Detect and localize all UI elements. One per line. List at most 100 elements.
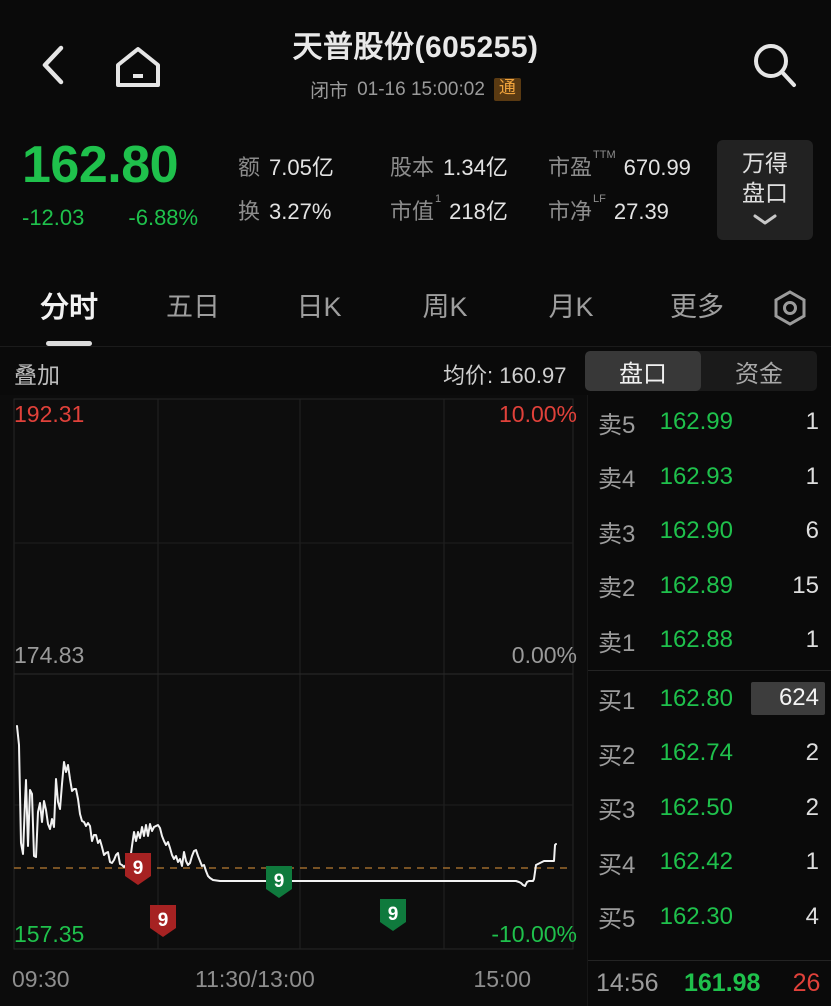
ask3-price: 162.90 xyxy=(659,517,733,545)
quote-timestamp: 01-16 15:00:02 xyxy=(357,78,485,100)
stat-turnover: 换 3.27% xyxy=(238,194,390,226)
chart-period-tabs: 分时 五日 日K 周K 月K 更多 xyxy=(0,263,831,347)
ask4-qty: 1 xyxy=(805,462,819,490)
tab-monthk[interactable]: 月K xyxy=(508,285,634,324)
order-book-divider xyxy=(588,669,831,671)
stat-pe-value: 670.99 xyxy=(623,155,691,180)
tab-fenshi-label: 分时 xyxy=(39,291,98,324)
table-row[interactable]: 卖1 162.88 1 xyxy=(588,613,831,668)
back-button[interactable] xyxy=(30,42,76,88)
wande-panel-button[interactable]: 万得 盘口 xyxy=(717,140,813,240)
toggle-orderbook-label: 盘口 xyxy=(619,360,667,388)
table-row[interactable]: 卖4 162.93 1 xyxy=(588,450,831,505)
table-row[interactable]: 买5 162.30 4 xyxy=(588,890,831,945)
last-tick-price: 161.98 xyxy=(684,969,761,997)
stat-pe-sup: TTM xyxy=(593,148,616,161)
ask2-price: 162.89 xyxy=(659,571,733,599)
market-status-text: 闭市 xyxy=(310,81,349,102)
panel-toggle-group: 盘口 资金 xyxy=(585,351,817,391)
price-change-pct: -6.88% xyxy=(128,204,199,230)
bid3-price: 162.50 xyxy=(659,793,733,821)
tab-dayk[interactable]: 日K xyxy=(256,285,382,324)
ask4-label: 卖4 xyxy=(598,466,636,494)
stat-shares: 股本 1.34亿 xyxy=(390,150,548,182)
toggle-orderbook[interactable]: 盘口 xyxy=(585,351,701,391)
app-header: 天普股份(605255) 闭市 01-16 15:00:02 通 xyxy=(0,0,831,130)
toggle-capital[interactable]: 资金 xyxy=(701,351,817,391)
ask2-label: 卖2 xyxy=(598,575,636,603)
stat-pe-key: 市盈 xyxy=(548,155,593,180)
bid5-qty: 4 xyxy=(805,902,819,930)
bid2-label: 买2 xyxy=(598,742,636,770)
tab-weekk-label: 周K xyxy=(422,292,468,322)
tab-fenshi[interactable]: 分时 xyxy=(8,284,130,326)
stat-amount: 额 7.05亿 xyxy=(238,150,390,182)
last-tick-volume: 26 xyxy=(792,969,821,997)
stat-pb: 市净LF 27.39 xyxy=(548,193,708,226)
page-title: 天普股份(605255) xyxy=(292,31,539,64)
last-price: 162.80 xyxy=(22,136,179,194)
stat-marketcap-key: 市值 xyxy=(390,199,435,224)
stat-marketcap: 市值1 218亿 xyxy=(390,192,548,226)
tab-wuri[interactable]: 五日 xyxy=(130,285,256,324)
table-row[interactable]: 买4 162.42 1 xyxy=(588,835,831,890)
home-icon xyxy=(116,47,160,87)
x-tick-midday: 11:30/13:00 xyxy=(195,966,315,992)
order-book-panel: 卖5 162.99 1 卖4 162.93 1 卖3 162.90 6 卖2 1… xyxy=(587,395,831,1006)
settings-hex-icon xyxy=(774,290,806,326)
chart-x-axis: 09:30 11:30/13:00 15:00 xyxy=(0,966,587,1002)
quote-summary: 162.80 -12.03 -6.88% 额 7.05亿 股本 1.34亿 市盈… xyxy=(0,130,831,263)
stat-shares-key: 股本 xyxy=(390,155,435,180)
home-button[interactable] xyxy=(110,44,166,90)
ask2-qty: 15 xyxy=(792,571,819,599)
tab-wuri-label: 五日 xyxy=(166,292,220,322)
tab-weekk[interactable]: 周K xyxy=(382,285,508,324)
price-change-block: -12.03 -6.88% xyxy=(22,205,237,231)
bid4-price: 162.42 xyxy=(659,848,733,876)
stat-turnover-key: 换 xyxy=(238,199,261,224)
price-line xyxy=(16,725,557,887)
bid5-label: 买5 xyxy=(598,906,636,934)
stat-shares-value: 1.34亿 xyxy=(443,155,508,180)
stat-pe: 市盈TTM 670.99 xyxy=(548,148,708,182)
x-tick-close: 15:00 xyxy=(473,966,531,992)
ask3-label: 卖3 xyxy=(598,520,636,548)
bid4-qty: 1 xyxy=(805,848,819,876)
table-row[interactable]: 买1 162.80 624 xyxy=(588,672,831,727)
search-button[interactable] xyxy=(747,38,803,94)
ask5-price: 162.99 xyxy=(659,408,733,436)
header-title-block: 天普股份(605255) 闭市 01-16 15:00:02 通 xyxy=(0,22,831,103)
ask1-qty: 1 xyxy=(805,626,819,654)
chevron-left-icon xyxy=(42,45,64,85)
bid1-label: 买1 xyxy=(598,688,636,716)
toggle-capital-label: 资金 xyxy=(735,360,783,388)
intraday-chart[interactable]: 192.31 10.00% 174.83 0.00% 157.35 -10.00… xyxy=(0,395,587,1006)
ask5-label: 卖5 xyxy=(598,411,636,439)
stat-marketcap-sup: 1 xyxy=(435,192,442,205)
ask3-qty: 6 xyxy=(805,517,819,545)
order-book-rows: 卖5 162.99 1 卖4 162.93 1 卖3 162.90 6 卖2 1… xyxy=(588,395,831,944)
ask1-label: 卖1 xyxy=(598,629,636,657)
chevron-down-icon xyxy=(752,213,778,231)
table-row[interactable]: 买2 162.74 2 xyxy=(588,726,831,781)
ask5-qty: 1 xyxy=(805,408,819,436)
tab-monthk-label: 月K xyxy=(548,292,594,322)
table-row[interactable]: 买3 162.50 2 xyxy=(588,781,831,836)
average-price-label: 均价: 160.97 xyxy=(443,363,567,388)
chart-canvas xyxy=(13,398,574,950)
ask1-price: 162.88 xyxy=(659,626,733,654)
stat-marketcap-value: 218亿 xyxy=(449,199,508,224)
overlay-button[interactable]: 叠加 xyxy=(14,362,60,388)
bid3-qty: 2 xyxy=(805,793,819,821)
table-row[interactable]: 卖3 162.90 6 xyxy=(588,504,831,559)
bid2-price: 162.74 xyxy=(659,739,733,767)
stat-pb-key: 市净 xyxy=(548,199,593,224)
chart-settings-button[interactable] xyxy=(771,289,809,332)
tab-more[interactable]: 更多 xyxy=(634,285,760,324)
market-status-line: 闭市 01-16 15:00:02 通 xyxy=(310,76,521,103)
last-tick-row[interactable]: 14:56 161.98 26 xyxy=(588,960,831,1006)
table-row[interactable]: 卖2 162.89 15 xyxy=(588,559,831,614)
bid4-label: 买4 xyxy=(598,851,636,879)
ask4-price: 162.93 xyxy=(659,462,733,490)
table-row[interactable]: 卖5 162.99 1 xyxy=(588,395,831,450)
